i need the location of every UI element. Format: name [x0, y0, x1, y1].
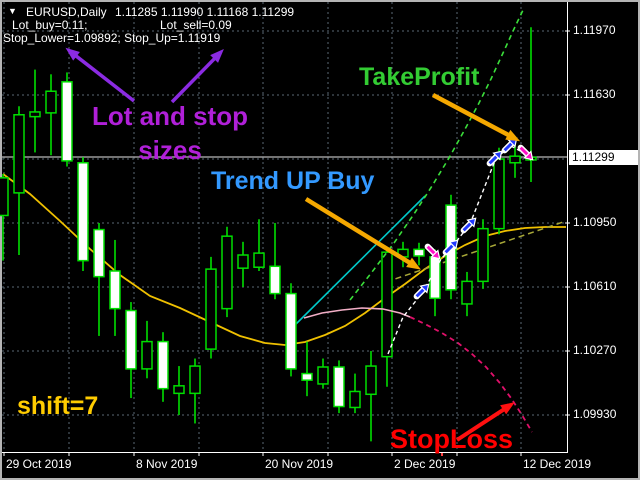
- price-axis-separator: [567, 2, 568, 452]
- price-label: 1.11970: [573, 23, 616, 37]
- annotation-trend-up-buy: Trend UP Buy: [211, 167, 375, 195]
- annotation-shift: shift=7: [17, 392, 99, 420]
- ohlc-values: 1.11285 1.11990 1.11168 1.11299: [115, 5, 295, 19]
- price-label: 1.10950: [573, 215, 617, 229]
- takeprofit-trend-arrows: [304, 93, 521, 270]
- time-axis-separator: [2, 452, 568, 453]
- lot-sell-value: Lot_sell=0.09: [160, 18, 232, 32]
- dropdown-icon[interactable]: ▼: [8, 6, 17, 16]
- stop-levels-values: Stop_Lower=1.09892; Stop_Up=1.11919: [3, 31, 221, 45]
- price-axis[interactable]: 1.11970 1.11630 1.10950 1.10610 1.10270 1.099…: [568, 0, 640, 452]
- date-label: 20 Nov 2019: [265, 457, 334, 471]
- lot-buy-value: Lot_buy=0.11;: [12, 18, 88, 32]
- time-axis[interactable]: 29 Oct 2019 8 Nov 2019 20 Nov 2019 2 Dec 20…: [0, 452, 640, 480]
- price-label: 1.10610: [573, 279, 617, 293]
- price-label: 1.10270: [573, 343, 617, 357]
- date-label: 29 Oct 2019: [6, 457, 72, 471]
- annotation-stoploss: StopLoss: [390, 424, 514, 454]
- buy-arrow-icons: [413, 137, 518, 300]
- price-label: 1.09930: [573, 407, 617, 421]
- annotation-lot-and-stop-sizes: Lot and stop sizes: [92, 101, 248, 165]
- stoploss-arrow: [455, 402, 515, 442]
- sell-arrow-icons: [424, 144, 534, 260]
- annotation-takeprofit: TakeProfit: [359, 63, 480, 91]
- current-price-tag: 1.11299: [569, 150, 638, 165]
- date-label: 2 Dec 2019: [394, 457, 456, 471]
- date-label: 12 Dec 2019: [523, 457, 592, 471]
- date-label: 8 Nov 2019: [136, 457, 198, 471]
- candles: [0, 27, 537, 442]
- lot-stop-arrows: [65, 47, 224, 104]
- symbol-label: EURUSD,Daily: [26, 5, 107, 19]
- price-label: 1.11630: [573, 87, 616, 101]
